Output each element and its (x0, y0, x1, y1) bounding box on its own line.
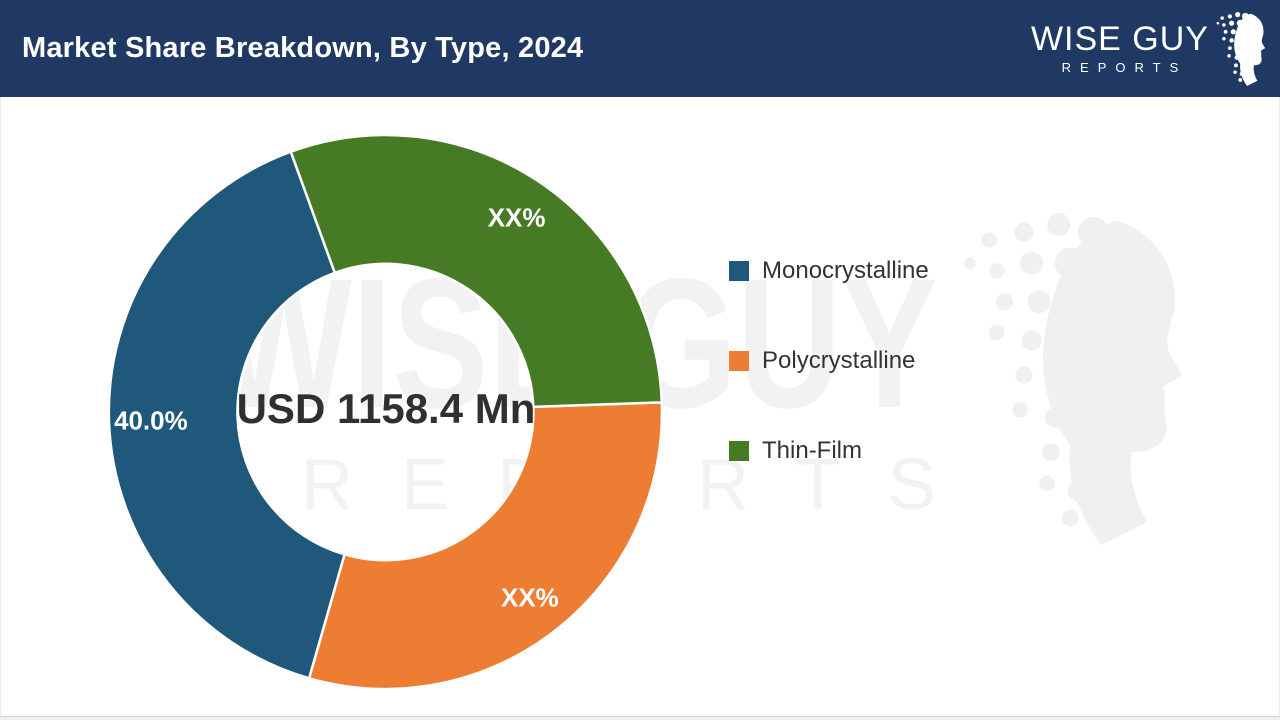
brand-logo-text: WISE GUY REPORTS (1030, 20, 1209, 75)
bottom-border (0, 716, 1280, 720)
donut-slice-thin-film (289, 133, 664, 409)
chart-area: WISE GUY REPORTS 40.0%XX%XX% USD 1158.4 … (0, 97, 1280, 716)
donut-slice-polycrystalline (307, 401, 664, 691)
legend-swatch-monocrystalline (729, 261, 749, 281)
header-bar: Market Share Breakdown, By Type, 2024 WI… (0, 0, 1280, 97)
donut-center-value: USD 1158.4 Mn (236, 385, 536, 432)
brand-logo: WISE GUY REPORTS (1031, 11, 1266, 87)
brand-subname: REPORTS (1061, 59, 1188, 75)
brand-face-icon (1211, 11, 1266, 87)
donut-slice-monocrystalline (107, 150, 346, 680)
legend-swatch-polycrystalline (729, 351, 749, 371)
slice-value-label-thin-film: XX% (488, 202, 546, 232)
legend-item-monocrystalline: Monocrystalline (729, 256, 929, 286)
slice-value-label-monocrystalline: 40.0% (114, 405, 188, 435)
brand-name: WISE GUY (1030, 20, 1209, 59)
page-title: Market Share Breakdown, By Type, 2024 (22, 32, 584, 64)
legend-label: Polycrystalline (762, 347, 916, 374)
slice-value-label-polycrystalline: XX% (501, 582, 559, 612)
legend-swatch-thin-film (729, 441, 749, 461)
legend-item-polycrystalline: Polycrystalline (729, 346, 915, 376)
legend-label: Monocrystalline (762, 257, 929, 284)
legend-item-thin-film: Thin-Film (729, 436, 862, 466)
donut-chart: 40.0% XX% XX% (107, 133, 664, 691)
legend-label: Thin-Film (762, 437, 862, 464)
